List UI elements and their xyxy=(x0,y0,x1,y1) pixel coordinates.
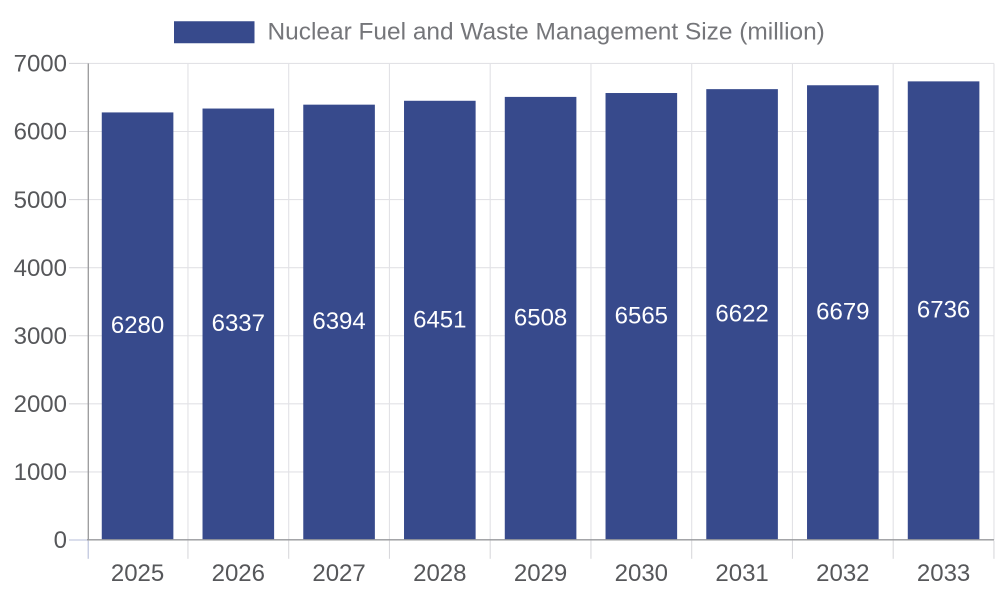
svg-text:6280: 6280 xyxy=(111,312,164,339)
svg-text:6736: 6736 xyxy=(917,297,970,324)
svg-text:2031: 2031 xyxy=(715,560,768,587)
svg-text:6394: 6394 xyxy=(312,308,365,335)
svg-text:2027: 2027 xyxy=(312,560,365,587)
svg-text:6508: 6508 xyxy=(514,304,567,331)
svg-text:2030: 2030 xyxy=(615,560,668,587)
svg-text:6565: 6565 xyxy=(615,302,668,329)
svg-text:6622: 6622 xyxy=(715,300,768,327)
svg-text:2028: 2028 xyxy=(413,560,466,587)
svg-text:2029: 2029 xyxy=(514,560,567,587)
svg-text:2033: 2033 xyxy=(917,560,970,587)
svg-text:1000: 1000 xyxy=(14,459,67,486)
svg-text:6679: 6679 xyxy=(816,299,869,326)
svg-text:5000: 5000 xyxy=(14,187,67,214)
svg-text:6451: 6451 xyxy=(413,306,466,333)
svg-text:0: 0 xyxy=(54,527,67,554)
svg-text:2032: 2032 xyxy=(816,560,869,587)
svg-text:2026: 2026 xyxy=(212,560,265,587)
svg-text:6337: 6337 xyxy=(212,310,265,337)
svg-text:Nuclear Fuel and Waste Managem: Nuclear Fuel and Waste Management Size (… xyxy=(268,19,825,46)
svg-text:7000: 7000 xyxy=(14,51,67,78)
svg-text:6000: 6000 xyxy=(14,119,67,146)
svg-text:2025: 2025 xyxy=(111,560,164,587)
svg-text:2000: 2000 xyxy=(14,391,67,418)
svg-text:4000: 4000 xyxy=(14,255,67,282)
svg-text:3000: 3000 xyxy=(14,323,67,350)
